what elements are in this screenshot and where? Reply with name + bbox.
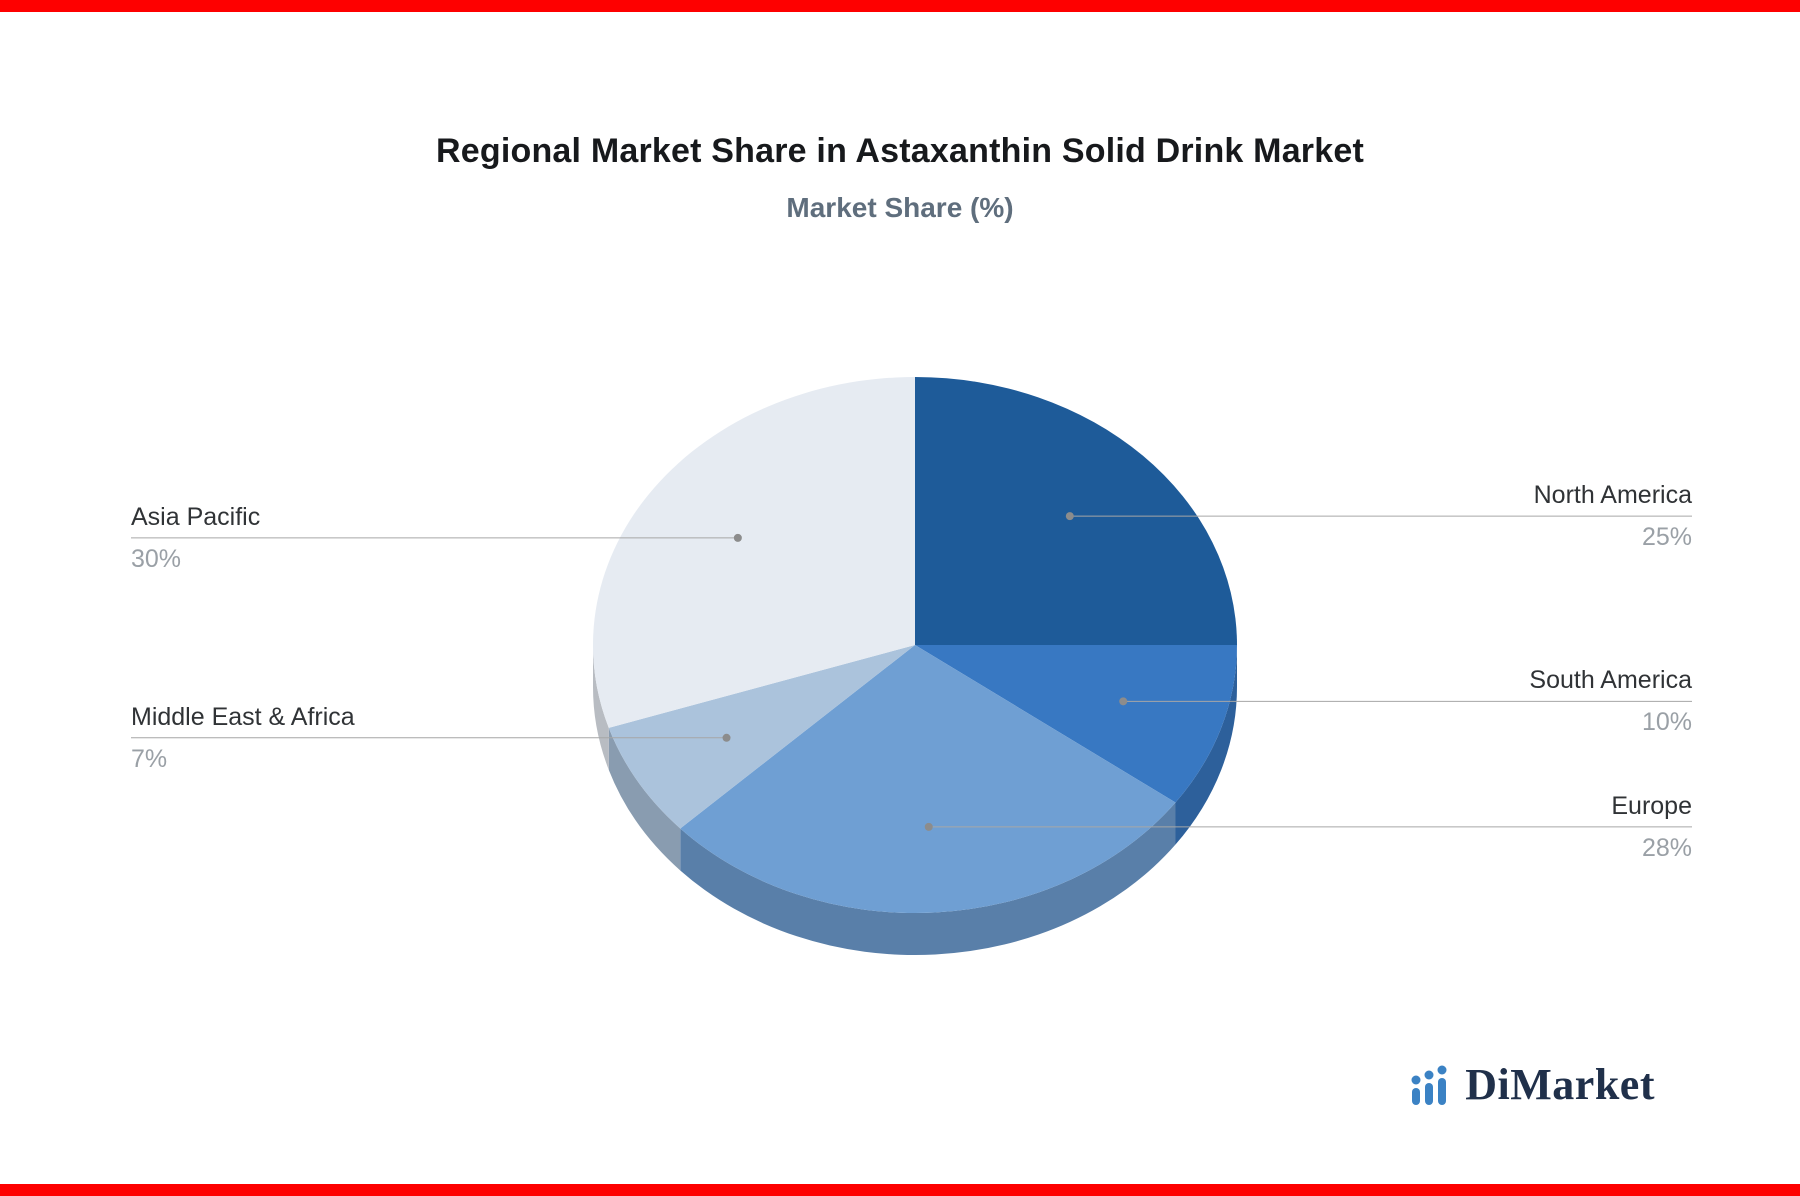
slice-label-value: 10% xyxy=(1641,708,1692,737)
slice-label-name: Asia Pacific xyxy=(131,502,261,531)
slice-label-south-america: South America 10% xyxy=(1272,665,1692,737)
pie-slice-side-europe xyxy=(680,802,1176,955)
logo-text: DiMarket xyxy=(1465,1060,1655,1109)
bar-chart-logo-icon xyxy=(1411,1065,1447,1105)
pie-slice-side-south-america xyxy=(1175,645,1237,845)
pie-slice-south-america xyxy=(915,645,1237,803)
slice-label-europe: Europe 28% xyxy=(1272,791,1692,863)
slice-label-name: South America xyxy=(1529,666,1692,695)
pie-slice-europe xyxy=(680,645,1176,913)
dimarket-logo: DiMarket xyxy=(1405,1059,1655,1110)
slice-label-value: 25% xyxy=(1641,523,1692,552)
slice-label-name: Middle East & Africa xyxy=(131,702,355,731)
chart-title: Regional Market Share in Astaxanthin Sol… xyxy=(436,132,1364,170)
pie-slice-side-asia-pacific xyxy=(593,645,609,770)
bottom-red-bar xyxy=(0,1184,1800,1196)
slice-label-middle-east-africa: Middle East & Africa 7% xyxy=(131,702,551,774)
pie-slice-middle-east-africa xyxy=(608,645,915,829)
slice-label-asia-pacific: Asia Pacific 30% xyxy=(131,502,551,574)
chart-subtitle: Market Share (%) xyxy=(786,192,1014,223)
pie-slice-north-america xyxy=(915,377,1237,645)
label-dot-europe xyxy=(924,822,933,831)
slice-label-name: North America xyxy=(1533,481,1692,510)
slice-label-value: 30% xyxy=(131,544,182,573)
top-red-bar xyxy=(0,0,1800,12)
pie-slice-asia-pacific xyxy=(593,377,915,728)
slice-label-value: 28% xyxy=(1641,833,1692,862)
label-dot-north-america xyxy=(1065,512,1074,521)
label-dot-south-america xyxy=(1119,697,1128,706)
label-dot-middle-east-africa xyxy=(722,733,731,742)
slice-label-name: Europe xyxy=(1611,791,1692,820)
label-dot-asia-pacific xyxy=(733,533,742,542)
pie-slice-side-middle-east-africa xyxy=(608,727,681,871)
slice-label-value: 7% xyxy=(131,744,168,773)
slice-label-north-america: North America 25% xyxy=(1272,480,1692,552)
